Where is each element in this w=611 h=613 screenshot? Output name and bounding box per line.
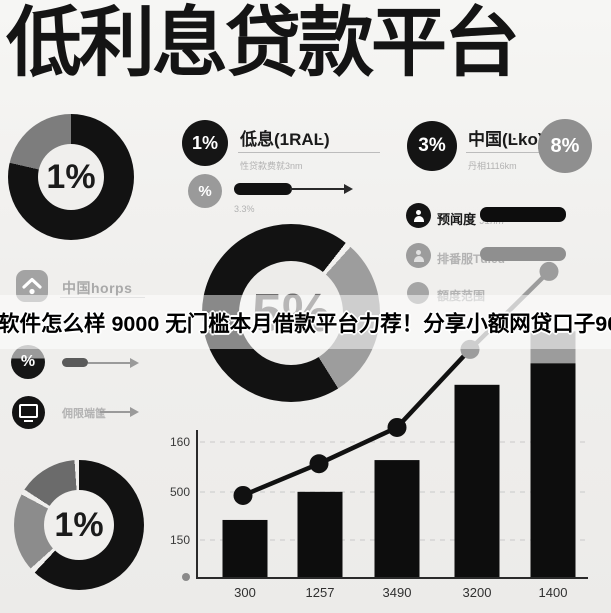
x-tick-label: 300	[234, 585, 256, 600]
promo-banner: 软件怎么样 9000 无门槛本月借款平台力荐！分享小额网贷口子9000	[0, 295, 611, 349]
trend-line-segment	[242, 461, 320, 498]
bar	[530, 363, 576, 578]
y-tick-label: 500	[169, 485, 190, 499]
arrow-shaft	[100, 411, 132, 413]
home-icon	[16, 270, 48, 302]
bar	[297, 491, 343, 578]
arrow-right-icon	[130, 407, 139, 417]
low-interest-badge: 1%	[182, 120, 228, 166]
arrow-right-icon	[344, 184, 353, 194]
person-icon-gray	[406, 243, 431, 268]
x-tick-label: 3490	[382, 585, 412, 600]
divider	[238, 152, 380, 153]
small-bar-indicator	[62, 358, 88, 367]
arrow-right-icon	[130, 358, 139, 368]
y-tick-label: 160	[169, 435, 190, 449]
right-panel-subtext: 丹相1116km	[468, 161, 517, 171]
right-panel-heading: 中国(Ŀko)	[468, 130, 544, 149]
percent-badge: %	[188, 174, 222, 208]
trend-line-segment	[395, 347, 472, 429]
mid-panel-heading: 低息(1RAĿ)	[240, 130, 330, 149]
donut-top-left-value: 1%	[38, 144, 104, 210]
monitor-icon	[12, 396, 45, 429]
x-tick-label: 1400	[538, 585, 568, 600]
trend-line-point	[539, 261, 559, 281]
trend-line-point	[233, 485, 253, 505]
x-tick-label: 3200	[462, 585, 492, 600]
trend-line-point	[387, 417, 407, 437]
home-row-label: 中国horps	[62, 280, 133, 296]
x-tick-label: 1257	[305, 585, 335, 600]
arrow-shaft	[290, 188, 344, 190]
gray-rate-badge: 8%	[538, 119, 592, 173]
axis-origin-dot	[182, 573, 190, 581]
promo-banner-text: 软件怎么样 9000 无门槛本月借款平台力荐！分享小额网贷口子9000	[0, 311, 611, 336]
right-row-1-text: 预闻度	[437, 212, 477, 227]
progress-pill	[234, 183, 292, 195]
donut-bottom-left-value: 1%	[44, 490, 114, 560]
trend-line-segment	[318, 425, 398, 466]
bar	[374, 460, 420, 578]
split-percent-icon: %	[11, 345, 45, 379]
bar	[222, 519, 268, 578]
mid-panel-note: 3.3%	[234, 204, 255, 214]
bar	[454, 384, 500, 578]
trend-line-point	[309, 454, 329, 474]
donut-chart-bottom-left: 1%	[14, 460, 144, 590]
donut-chart-top-left: 1%	[8, 114, 134, 240]
person-icon	[406, 203, 431, 228]
gray-bar-indicator	[480, 247, 566, 261]
monitor-row-label: 佣限端筐	[62, 408, 106, 420]
mid-panel-subtext: 性贷款费就3nm	[240, 161, 303, 171]
china-rate-badge: 3%	[407, 121, 457, 171]
divider	[466, 152, 560, 153]
page-title: 低利息贷款平台	[6, 1, 520, 86]
y-tick-label: 150	[169, 533, 190, 547]
black-bar-indicator	[480, 207, 566, 222]
arrow-shaft	[88, 362, 132, 364]
